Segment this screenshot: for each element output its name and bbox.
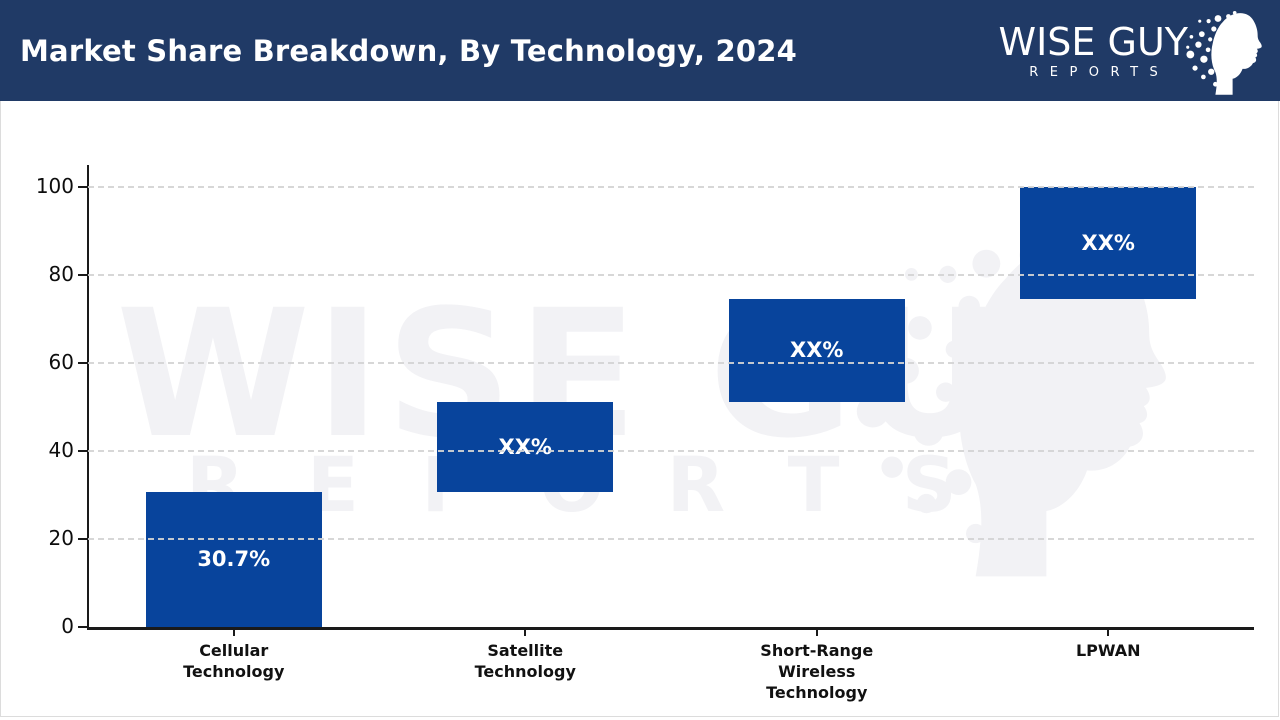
y-tick-label: 100 [35, 174, 74, 198]
x-axis-line [87, 627, 1254, 630]
x-category-label-cellular: Cellular Technology [183, 641, 285, 681]
y-tick-mark [78, 626, 87, 628]
chart-frame [0, 101, 1279, 717]
bar-cellular-technology: 30.7% [145, 491, 322, 627]
x-tick-mark [1107, 630, 1110, 636]
y-tick-label: 40 [48, 438, 74, 462]
x-category-label-short-range: Short-Range Wireless Technology [760, 641, 874, 702]
bar-lpwan: XX% [1020, 187, 1197, 300]
brand-subtitle: REPORTS [1029, 65, 1170, 80]
brand-name: WISE GUY [998, 20, 1188, 64]
y-tick-mark [78, 186, 87, 188]
y-tick-label: 20 [48, 526, 74, 550]
gridline-20 [88, 538, 1254, 540]
y-tick-label: 0 [61, 614, 74, 638]
y-tick-label: 60 [48, 350, 74, 374]
bar-short-range-wireless-technology: XX% [728, 299, 905, 402]
x-category-label-lpwan: LPWAN [1075, 641, 1141, 660]
page-title: Market Share Breakdown, By Technology, 2… [20, 33, 798, 68]
x-tick-mark [815, 630, 818, 636]
y-axis-line [87, 165, 89, 629]
bar-satellite-technology: XX% [437, 401, 614, 492]
y-tick-label: 80 [48, 262, 74, 286]
gridline-80 [88, 274, 1254, 276]
bar-value-label: XX% [1081, 231, 1135, 256]
gridline-100 [88, 186, 1254, 188]
x-tick-mark [232, 630, 235, 636]
brand-logo-text: WISE GUY REPORTS [999, 23, 1188, 79]
brand-logo: WISE GUY REPORTS [999, 4, 1270, 98]
y-tick-mark [78, 362, 87, 364]
bar-value-label: 30.7% [197, 547, 271, 572]
y-tick-mark [78, 450, 87, 452]
bar-value-label: XX% [498, 434, 552, 459]
y-tick-mark [78, 538, 87, 540]
gridline-40 [88, 450, 1254, 452]
brand-face-icon [1186, 10, 1262, 95]
x-category-label-satellite: Satellite Technology [474, 641, 576, 681]
gridline-60 [88, 362, 1254, 364]
y-tick-mark [78, 274, 87, 276]
header-bar: Market Share Breakdown, By Technology, 2… [0, 0, 1280, 101]
bar-value-label: XX% [790, 338, 844, 363]
x-tick-mark [524, 630, 527, 636]
